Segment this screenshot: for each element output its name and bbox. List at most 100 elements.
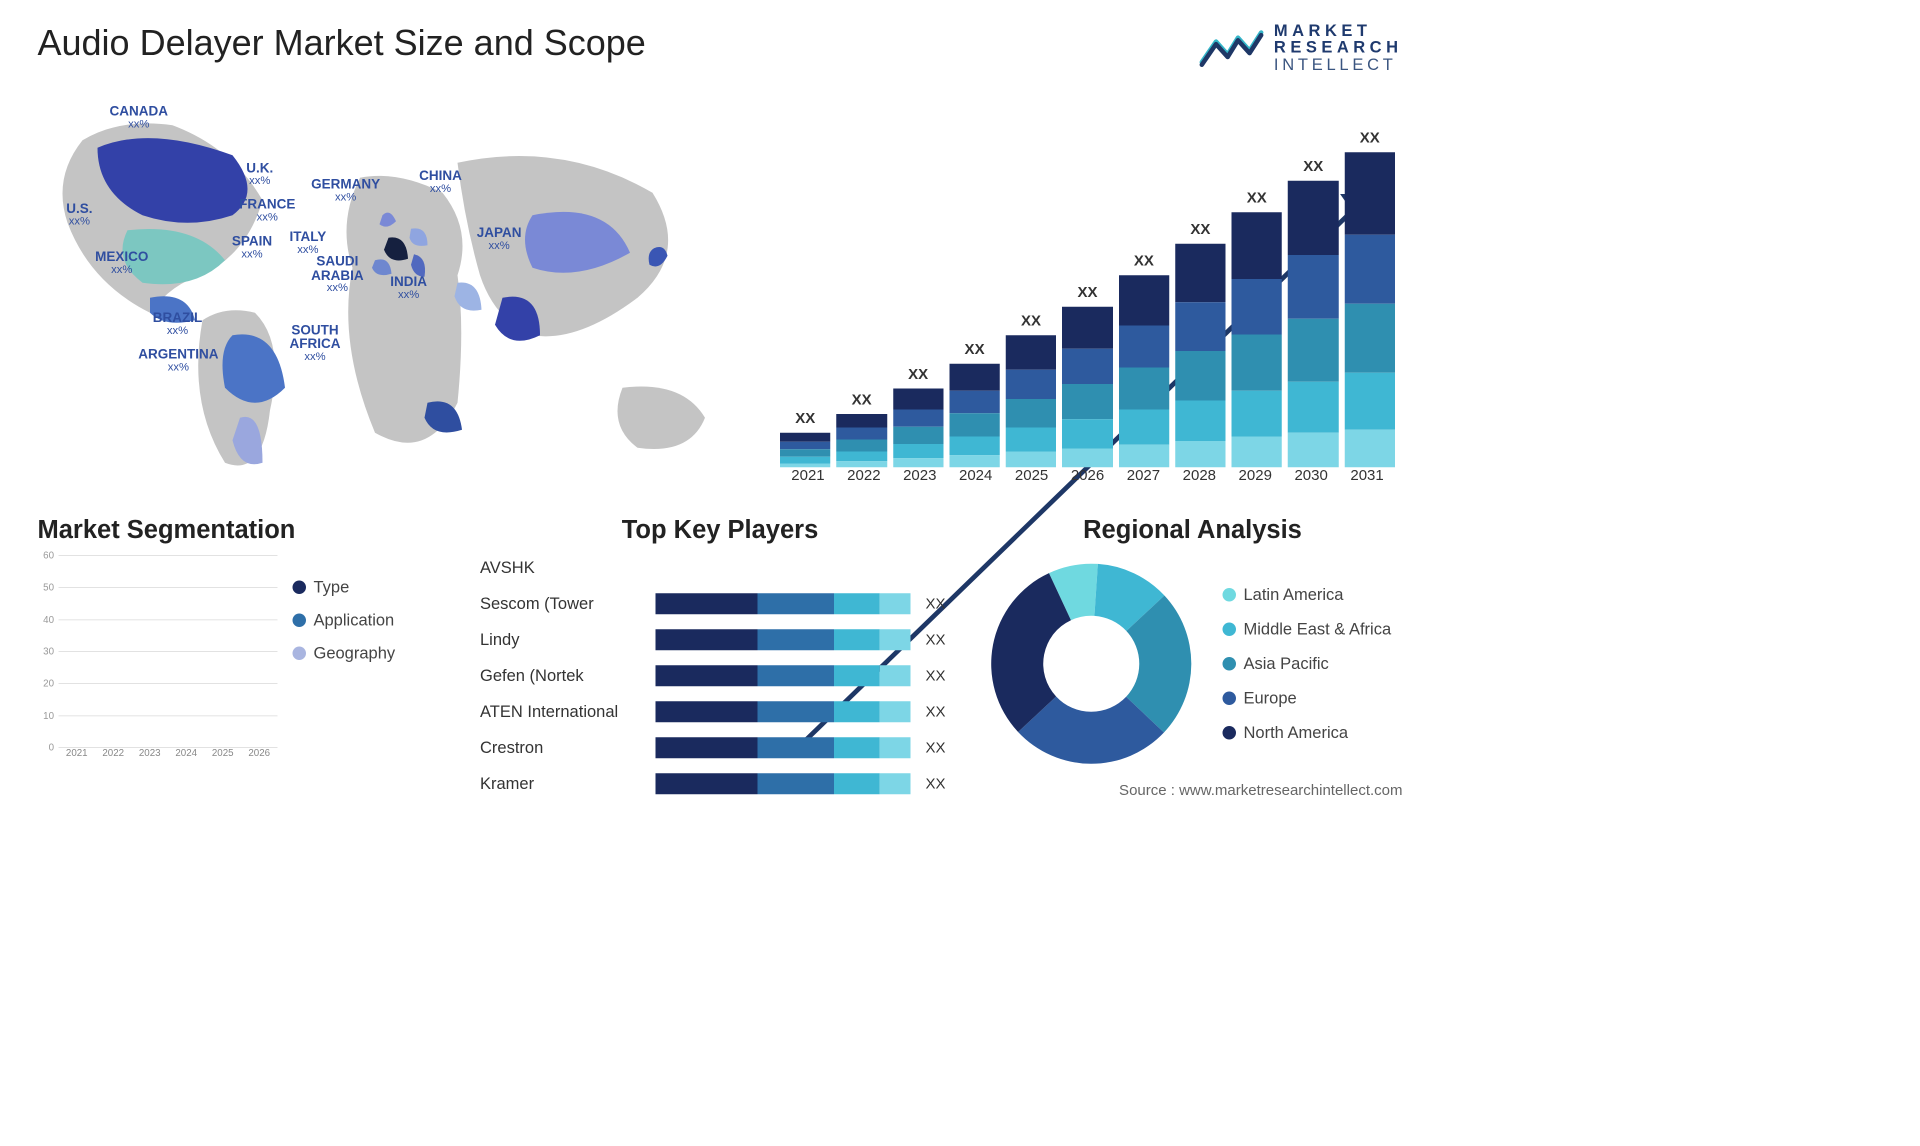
growth-bar: XX	[1062, 307, 1112, 468]
map-label-italy: ITALYxx%	[290, 230, 327, 256]
growth-bar: XX	[780, 433, 830, 468]
legend-label: Geography	[314, 644, 396, 664]
legend-label: Middle East & Africa	[1244, 620, 1392, 640]
regional-panel: Regional Analysis Latin America Middle Ea…	[983, 515, 1403, 796]
seg-year: 2026	[248, 747, 270, 765]
map-label-germany: GERMANYxx%	[311, 177, 380, 203]
growth-year: 2029	[1227, 467, 1283, 493]
map-label-brazil: BRAZILxx%	[153, 311, 203, 337]
segmentation-panel: Market Segmentation 0102030405060 202120…	[38, 515, 458, 796]
map-label-china: CHINAxx%	[419, 169, 462, 195]
player-name: Kramer	[480, 774, 645, 794]
player-value: XX	[926, 739, 946, 756]
growth-year: 2022	[836, 467, 892, 493]
player-bar	[656, 665, 911, 686]
growth-bar: XX	[1119, 275, 1169, 467]
segmentation-legend: Type Application Geography	[293, 555, 396, 765]
legend-label: Asia Pacific	[1244, 654, 1329, 674]
regional-title: Regional Analysis	[983, 515, 1403, 544]
growth-bar-label: XX	[1119, 253, 1169, 270]
segmentation-title: Market Segmentation	[38, 515, 458, 544]
growth-bar-label: XX	[1062, 284, 1112, 301]
regional-legend: Latin America Middle East & Africa Asia Pa…	[1223, 585, 1392, 743]
player-row: Crestron XX	[480, 735, 960, 761]
seg-ytick: 60	[43, 550, 54, 561]
seg-year: 2021	[66, 747, 88, 765]
brand-logo: MARKET RESEARCH INTELLECT	[1199, 23, 1403, 73]
player-row: Gefen (NortekXX	[480, 663, 960, 689]
player-name: AVSHK	[480, 558, 645, 578]
legend-item: North America	[1223, 723, 1392, 743]
legend-item: Asia Pacific	[1223, 654, 1392, 674]
growth-bar-label: XX	[1344, 130, 1394, 147]
growth-bar-label: XX	[1006, 313, 1056, 330]
growth-year: 2025	[1004, 467, 1060, 493]
player-row: LindyXX	[480, 627, 960, 653]
legend-swatch-icon	[293, 647, 307, 661]
growth-bar-label: XX	[1232, 190, 1282, 207]
growth-bar-label: XX	[949, 341, 999, 358]
legend-label: North America	[1244, 723, 1349, 743]
player-name: Sescom (Tower	[480, 594, 645, 614]
legend-item: Middle East & Africa	[1223, 620, 1392, 640]
legend-swatch-icon	[1223, 726, 1237, 740]
seg-ytick: 20	[43, 678, 54, 689]
seg-year: 2024	[175, 747, 197, 765]
page-title: Audio Delayer Market Size and Scope	[38, 23, 646, 64]
growth-bar: XX	[1006, 335, 1056, 467]
player-bar	[656, 701, 911, 722]
seg-ytick: 40	[43, 614, 54, 625]
legend-item: Latin America	[1223, 585, 1392, 605]
growth-bar: XX	[1288, 181, 1338, 468]
player-value: XX	[926, 775, 946, 792]
player-bar	[656, 773, 911, 794]
legend-label: Type	[314, 578, 350, 598]
map-label-uk: U.K.xx%	[246, 161, 273, 187]
growth-year: 2021	[780, 467, 836, 493]
seg-ytick: 50	[43, 582, 54, 593]
brand-line-2: RESEARCH	[1274, 39, 1403, 56]
legend-swatch-icon	[1223, 657, 1237, 671]
map-label-japan: JAPANxx%	[477, 226, 522, 252]
growth-year: 2026	[1060, 467, 1116, 493]
player-value: XX	[926, 631, 946, 648]
growth-bar-label: XX	[1175, 221, 1225, 238]
growth-year: 2027	[1115, 467, 1171, 493]
legend-item: Application	[293, 611, 396, 631]
growth-year: 2031	[1339, 467, 1395, 493]
growth-year: 2028	[1171, 467, 1227, 493]
map-label-saudi: SAUDIARABIAxx%	[311, 254, 364, 294]
legend-swatch-icon	[1223, 623, 1237, 637]
player-name: ATEN International	[480, 702, 645, 722]
map-label-spain: SPAINxx%	[232, 234, 272, 260]
growth-year: 2024	[948, 467, 1004, 493]
brand-line-3: INTELLECT	[1274, 56, 1403, 73]
player-value: XX	[926, 703, 946, 720]
legend-label: Latin America	[1244, 585, 1344, 605]
legend-swatch-icon	[1223, 692, 1237, 706]
legend-item: Europe	[1223, 689, 1392, 709]
growth-bar-label: XX	[1288, 158, 1338, 175]
legend-swatch-icon	[293, 614, 307, 628]
player-bar	[656, 593, 911, 614]
player-bar	[656, 629, 911, 650]
growth-bar: XX	[949, 364, 999, 468]
brand-text: MARKET RESEARCH INTELLECT	[1274, 23, 1403, 73]
player-name: Crestron	[480, 738, 645, 758]
growth-bar: XX	[836, 414, 886, 468]
legend-label: Application	[314, 611, 395, 631]
growth-bar-label: XX	[836, 391, 886, 408]
brand-mark-icon	[1199, 27, 1264, 68]
growth-year: 2023	[892, 467, 948, 493]
growth-bar: XX	[1344, 152, 1394, 467]
source-footer: Source : www.marketresearchintellect.com	[1119, 782, 1402, 799]
legend-swatch-icon	[1223, 588, 1237, 602]
player-row: Kramer XX	[480, 771, 960, 797]
seg-year: 2023	[139, 747, 161, 765]
map-label-india: INDIAxx%	[390, 274, 427, 300]
legend-swatch-icon	[293, 581, 307, 595]
seg-year: 2022	[102, 747, 124, 765]
map-label-canada: CANADAxx%	[110, 104, 169, 130]
seg-ytick: 10	[43, 710, 54, 721]
map-label-safrica: SOUTHAFRICAxx%	[290, 323, 341, 363]
